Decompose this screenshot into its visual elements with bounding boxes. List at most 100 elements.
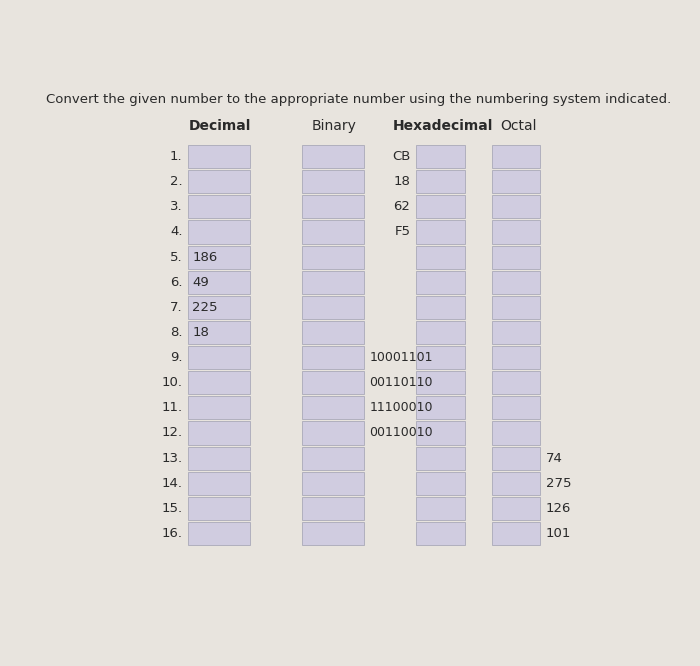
Bar (188, 246, 251, 268)
Bar (491, 170, 540, 193)
Bar (302, 371, 364, 394)
Bar (416, 296, 465, 319)
Bar (491, 220, 540, 244)
Bar (302, 296, 364, 319)
Text: 00110010: 00110010 (370, 426, 433, 440)
Text: 74: 74 (546, 452, 563, 465)
Text: F5: F5 (394, 226, 410, 238)
Bar (491, 396, 540, 420)
Bar (188, 170, 251, 193)
Bar (188, 195, 251, 218)
Bar (302, 396, 364, 420)
Text: 9.: 9. (170, 351, 183, 364)
Bar (188, 270, 251, 294)
Text: 11.: 11. (161, 402, 183, 414)
Bar (188, 321, 251, 344)
Bar (302, 220, 364, 244)
Bar (416, 422, 465, 445)
Bar (491, 145, 540, 168)
Bar (188, 296, 251, 319)
Bar (416, 145, 465, 168)
Bar (302, 447, 364, 470)
Text: 8.: 8. (170, 326, 183, 339)
Bar (188, 396, 251, 420)
Text: 14.: 14. (162, 477, 183, 490)
Text: 11100010: 11100010 (370, 402, 433, 414)
Bar (416, 447, 465, 470)
Bar (302, 170, 364, 193)
Text: Octal: Octal (500, 119, 537, 133)
Text: 225: 225 (193, 301, 218, 314)
Bar (188, 371, 251, 394)
Bar (302, 472, 364, 495)
Bar (416, 220, 465, 244)
Bar (491, 296, 540, 319)
Text: 275: 275 (546, 477, 571, 490)
Bar (416, 522, 465, 545)
Bar (302, 195, 364, 218)
Bar (491, 371, 540, 394)
Bar (302, 422, 364, 445)
Text: Decimal: Decimal (189, 119, 251, 133)
Text: 00110110: 00110110 (370, 376, 433, 389)
Bar (302, 246, 364, 268)
Bar (416, 270, 465, 294)
Text: 16.: 16. (162, 527, 183, 540)
Text: Binary: Binary (312, 119, 357, 133)
Bar (188, 220, 251, 244)
Text: 7.: 7. (170, 301, 183, 314)
Bar (188, 145, 251, 168)
Bar (302, 321, 364, 344)
Bar (188, 422, 251, 445)
Text: 1.: 1. (170, 150, 183, 163)
Text: 186: 186 (193, 250, 218, 264)
Bar (302, 270, 364, 294)
Bar (416, 472, 465, 495)
Bar (416, 497, 465, 520)
Bar (491, 447, 540, 470)
Bar (491, 497, 540, 520)
Text: Convert the given number to the appropriate number using the numbering system in: Convert the given number to the appropri… (46, 93, 671, 106)
Text: 6.: 6. (170, 276, 183, 289)
Bar (491, 522, 540, 545)
Bar (491, 246, 540, 268)
Text: Hexadecimal: Hexadecimal (393, 119, 493, 133)
Bar (188, 497, 251, 520)
Bar (302, 145, 364, 168)
Bar (188, 472, 251, 495)
Text: 62: 62 (393, 200, 410, 213)
Text: 5.: 5. (170, 250, 183, 264)
Bar (188, 346, 251, 369)
Bar (491, 422, 540, 445)
Bar (491, 472, 540, 495)
Bar (416, 170, 465, 193)
Bar (416, 246, 465, 268)
Text: 18: 18 (393, 175, 410, 188)
Text: 126: 126 (546, 502, 571, 515)
Bar (491, 270, 540, 294)
Text: 2.: 2. (170, 175, 183, 188)
Bar (188, 522, 251, 545)
Text: 4.: 4. (170, 226, 183, 238)
Text: 18: 18 (193, 326, 209, 339)
Text: 3.: 3. (170, 200, 183, 213)
Bar (416, 195, 465, 218)
Bar (188, 447, 251, 470)
Bar (302, 346, 364, 369)
Bar (416, 321, 465, 344)
Bar (302, 497, 364, 520)
Text: 12.: 12. (161, 426, 183, 440)
Text: 13.: 13. (161, 452, 183, 465)
Bar (491, 346, 540, 369)
Text: 15.: 15. (161, 502, 183, 515)
Bar (491, 321, 540, 344)
Text: 10.: 10. (162, 376, 183, 389)
Text: 49: 49 (193, 276, 209, 289)
Bar (491, 195, 540, 218)
Text: 101: 101 (546, 527, 571, 540)
Bar (416, 371, 465, 394)
Bar (416, 346, 465, 369)
Text: 10001101: 10001101 (370, 351, 433, 364)
Bar (302, 522, 364, 545)
Text: CB: CB (392, 150, 410, 163)
